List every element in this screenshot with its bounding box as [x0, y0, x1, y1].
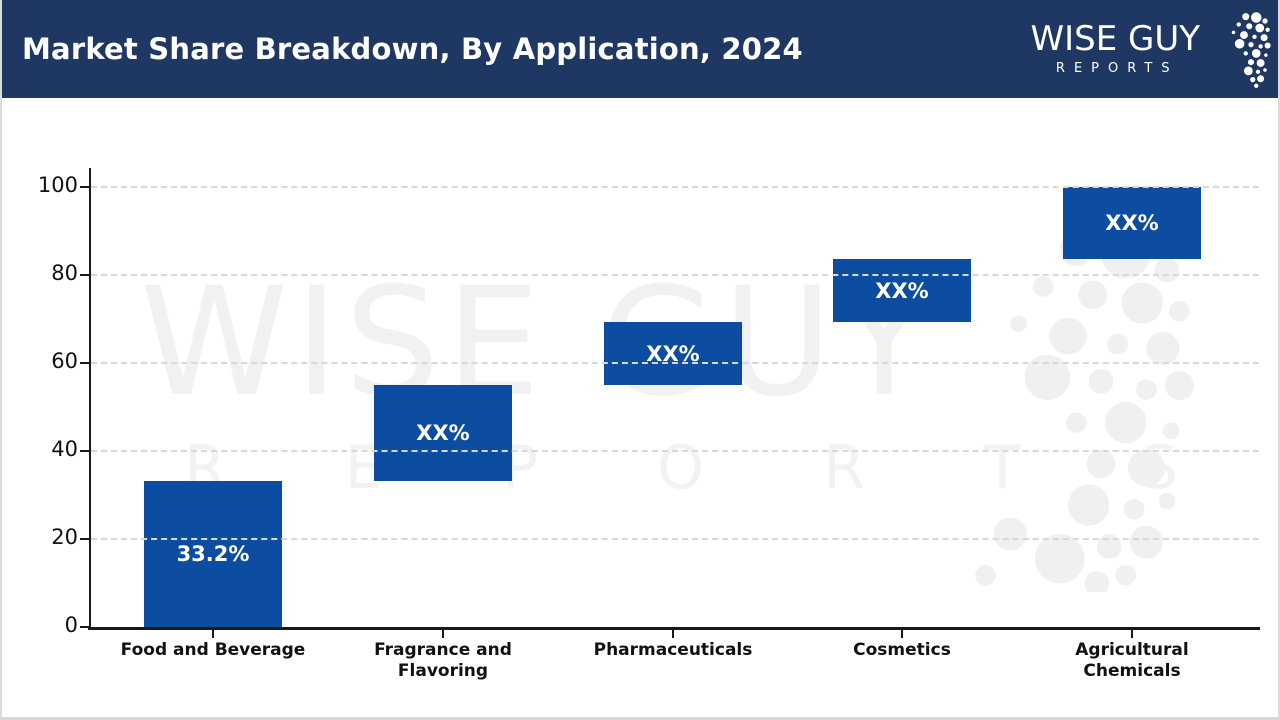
x-tick-mark — [1131, 630, 1133, 638]
bar-value-label: XX% — [416, 420, 470, 445]
wiseguy-logo: WISE GUY REPORTS — [1030, 6, 1272, 92]
y-tick-label: 0 — [64, 613, 78, 637]
header-banner: Market Share Breakdown, By Application, … — [2, 0, 1278, 98]
watermark-wordmark: WISE GUY — [140, 256, 936, 430]
bar-food-and-beverage: 33.2% — [144, 480, 282, 627]
y-tick-label: 40 — [51, 437, 78, 461]
x-tick-label: Agricultural Chemicals — [1075, 640, 1189, 681]
y-tick-mark — [80, 274, 89, 276]
bar-value-label: XX% — [875, 278, 929, 303]
bar-cosmetics: XX% — [833, 259, 971, 323]
y-tick-mark — [80, 450, 89, 452]
x-tick-label: Pharmaceuticals — [593, 640, 753, 660]
bar-pharmaceuticals: XX% — [604, 322, 742, 385]
logo-dotted-head-icon — [1231, 12, 1271, 88]
y-axis-line — [89, 168, 91, 630]
x-tick-mark — [901, 630, 903, 638]
gridline — [91, 186, 1259, 188]
y-tick-label: 60 — [51, 349, 78, 373]
x-tick-label: Cosmetics — [853, 640, 951, 660]
logo-wordmark-line1: WISE GUY — [1030, 19, 1200, 59]
gridline — [91, 538, 1259, 540]
chart-title: Market Share Breakdown, By Application, … — [22, 32, 803, 66]
logo-wordmark-line2: REPORTS — [1055, 61, 1179, 76]
watermark-dotted-head-icon — [975, 228, 1194, 592]
bar-value-label: XX% — [1105, 211, 1159, 236]
gridline — [91, 362, 1259, 364]
bar-value-label: XX% — [646, 341, 700, 366]
y-tick-mark — [80, 362, 89, 364]
logo-wordmark: WISE GUY REPORTS — [1030, 22, 1200, 76]
x-tick-label: Food and Beverage — [120, 640, 306, 660]
watermark-subtext: R E P O R T S — [184, 433, 1228, 503]
x-tick-mark — [212, 630, 214, 638]
x-tick-mark — [672, 630, 674, 638]
bar-agricultural-chemicals: XX% — [1063, 187, 1201, 260]
y-tick-mark — [80, 538, 89, 540]
y-tick-label: 100 — [37, 173, 78, 197]
gridline — [91, 274, 1259, 276]
x-tick-label: Fragrance and Flavoring — [374, 640, 512, 681]
y-tick-mark — [80, 186, 89, 188]
bar-fragrance-and-flavoring: XX% — [374, 385, 512, 481]
y-tick-mark — [80, 626, 89, 628]
bar-value-label: 33.2% — [176, 541, 250, 566]
y-tick-label: 80 — [51, 261, 78, 285]
gridline — [91, 450, 1259, 452]
y-tick-label: 20 — [51, 525, 78, 549]
x-axis-line — [88, 627, 1260, 630]
x-tick-mark — [442, 630, 444, 638]
